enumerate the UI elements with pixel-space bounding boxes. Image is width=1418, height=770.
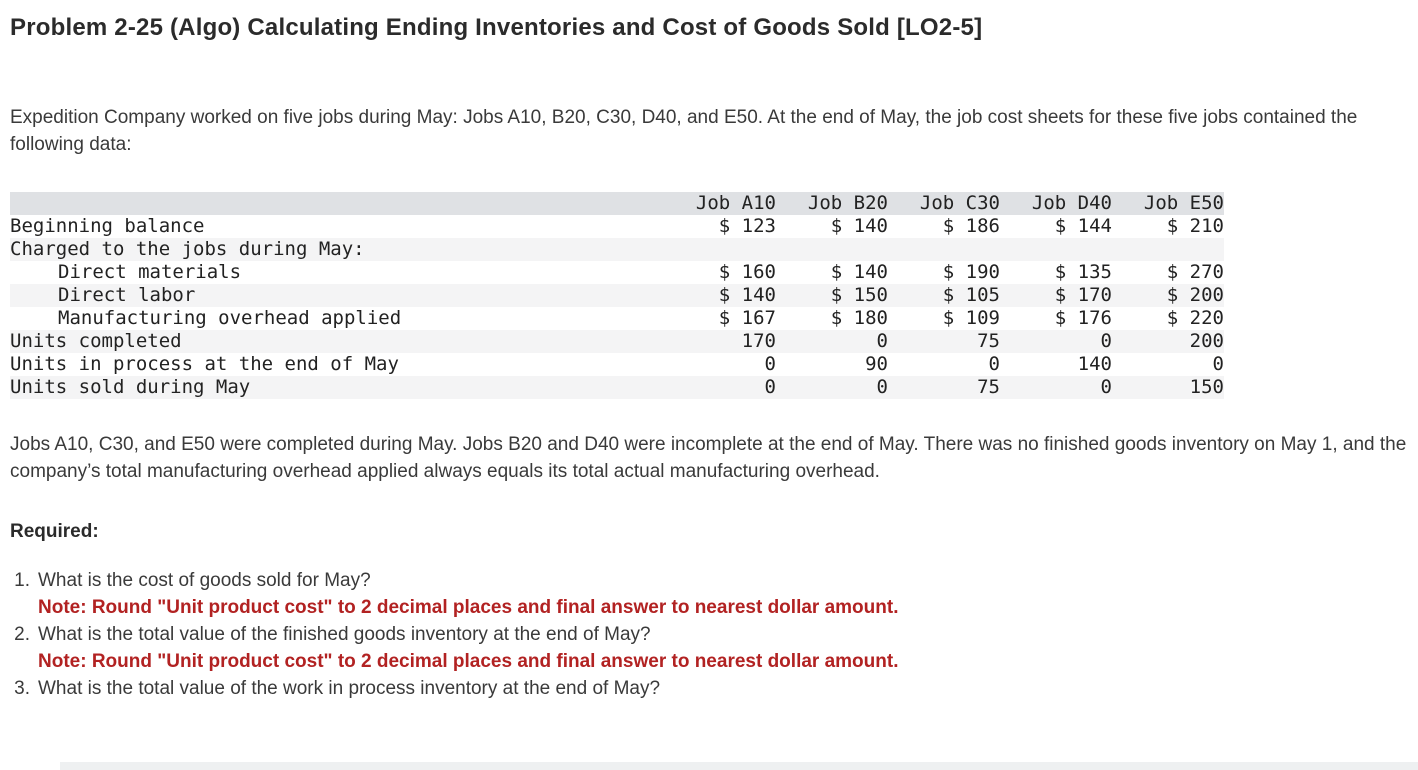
- cell-value: $ 190: [942, 261, 1000, 283]
- column-header-job-d40: Job D40: [1031, 192, 1112, 214]
- column-header-job-e50: Job E50: [1143, 192, 1224, 214]
- question-number: 2.: [14, 624, 30, 645]
- cell-value: $ 270: [1166, 261, 1224, 283]
- cell-value: 75: [977, 376, 1000, 398]
- cell-value: $ 160: [718, 261, 776, 283]
- question-text: What is the total value of the finished …: [38, 624, 651, 645]
- question-note: Note: Round "Unit product cost" to 2 dec…: [38, 597, 899, 618]
- question-row: 2. What is the total value of the finish…: [10, 621, 1408, 648]
- cell-value: 0: [764, 376, 776, 398]
- cell-value: $ 140: [718, 284, 776, 306]
- table-header-row: Job A10 Job B20 Job C30 Job D40 Job E50: [10, 192, 1224, 215]
- cell-value: 0: [1100, 376, 1112, 398]
- row-label: Manufacturing overhead applied: [58, 307, 402, 329]
- row-label: Units completed: [10, 330, 182, 352]
- cell-value: $ 140: [830, 261, 888, 283]
- cell-value: 150: [1189, 376, 1224, 398]
- cell-value: 0: [876, 330, 888, 352]
- header-spacer: [10, 192, 664, 215]
- question-number: 1.: [14, 570, 30, 591]
- cell-value: 200: [1189, 330, 1224, 352]
- cell-value: [1112, 238, 1224, 261]
- table-row-direct-labor: Direct labor $ 140 $ 150 $ 105 $ 170 $ 2…: [10, 284, 1224, 307]
- cell-value: $ 150: [830, 284, 888, 306]
- cell-value: $ 123: [718, 215, 776, 237]
- table-row-direct-materials: Direct materials $ 160 $ 140 $ 190 $ 135…: [10, 261, 1224, 284]
- table-body: Beginning balance $ 123 $ 140 $ 186 $ 14…: [10, 215, 1224, 399]
- row-label: Units sold during May: [10, 376, 251, 398]
- table-row-charged-during-may: Charged to the jobs during May:: [10, 238, 1224, 261]
- cell-value: $ 135: [1054, 261, 1112, 283]
- cell-value: 140: [1077, 353, 1112, 375]
- question-row: 1. What is the cost of goods sold for Ma…: [10, 567, 1408, 594]
- question-text: What is the total value of the work in p…: [38, 678, 661, 699]
- cell-value: $ 109: [942, 307, 1000, 329]
- cell-value: $ 186: [942, 215, 1000, 237]
- cell-value: $ 210: [1166, 215, 1224, 237]
- table-row-manufacturing-overhead-applied: Manufacturing overhead applied $ 167 $ 1…: [10, 307, 1224, 330]
- cell-value: 0: [988, 353, 1000, 375]
- table-row-units-completed: Units completed 170 0 75 0 200: [10, 330, 1224, 353]
- cell-value: $ 167: [718, 307, 776, 329]
- row-label: Units in process at the end of May: [10, 353, 399, 375]
- table-row-beginning-balance: Beginning balance $ 123 $ 140 $ 186 $ 14…: [10, 215, 1224, 238]
- question-text: What is the cost of goods sold for May?: [38, 570, 371, 591]
- cell-value: [888, 238, 1000, 261]
- required-label: Required:: [10, 521, 99, 542]
- cell-value: 0: [876, 376, 888, 398]
- column-header-job-c30: Job C30: [919, 192, 1000, 214]
- cell-value: 170: [741, 330, 776, 352]
- cell-value: $ 144: [1054, 215, 1112, 237]
- question-item-2: 2. What is the total value of the finish…: [10, 621, 1408, 675]
- cell-value: $ 180: [830, 307, 888, 329]
- cell-value: $ 176: [1054, 307, 1112, 329]
- intro-paragraph: Expedition Company worked on five jobs d…: [10, 107, 1358, 155]
- question-number: 3.: [14, 678, 30, 699]
- row-label: Direct labor: [58, 284, 196, 306]
- page-title: Problem 2-25 (Algo) Calculating Ending I…: [10, 14, 983, 41]
- question-row: 3. What is the total value of the work i…: [10, 675, 1408, 702]
- cell-value: $ 140: [830, 215, 888, 237]
- cell-value: $ 105: [942, 284, 1000, 306]
- cell-value: 0: [1212, 353, 1224, 375]
- cell-value: $ 170: [1054, 284, 1112, 306]
- cell-value: 0: [1100, 330, 1112, 352]
- after-table-paragraph: Jobs A10, C30, and E50 were completed du…: [10, 434, 1407, 482]
- column-header-job-b20: Job B20: [807, 192, 888, 214]
- cell-value: $ 200: [1166, 284, 1224, 306]
- cell-value: $ 220: [1166, 307, 1224, 329]
- cell-value: [664, 238, 776, 261]
- cell-value: 90: [865, 353, 888, 375]
- column-header-job-a10: Job A10: [695, 192, 776, 214]
- table-row-units-sold: Units sold during May 0 0 75 0 150: [10, 376, 1224, 399]
- cell-value: [1000, 238, 1112, 261]
- cell-value: 0: [764, 353, 776, 375]
- row-label: Charged to the jobs during May:: [10, 238, 365, 260]
- bottom-divider: [60, 762, 1418, 770]
- question-item-1: 1. What is the cost of goods sold for Ma…: [10, 567, 1408, 621]
- question-note: Note: Round "Unit product cost" to 2 dec…: [38, 651, 899, 672]
- question-item-3: 3. What is the total value of the work i…: [10, 675, 1408, 702]
- table-head: Job A10 Job B20 Job C30 Job D40 Job E50: [10, 192, 1224, 215]
- row-label: Beginning balance: [10, 215, 205, 237]
- cell-value: [776, 238, 888, 261]
- row-label: Direct materials: [58, 261, 242, 283]
- job-cost-table: Job A10 Job B20 Job C30 Job D40 Job E50 …: [10, 192, 1224, 399]
- cell-value: 75: [977, 330, 1000, 352]
- table-row-units-in-process: Units in process at the end of May 0 90 …: [10, 353, 1224, 376]
- questions-list: 1. What is the cost of goods sold for Ma…: [10, 567, 1408, 702]
